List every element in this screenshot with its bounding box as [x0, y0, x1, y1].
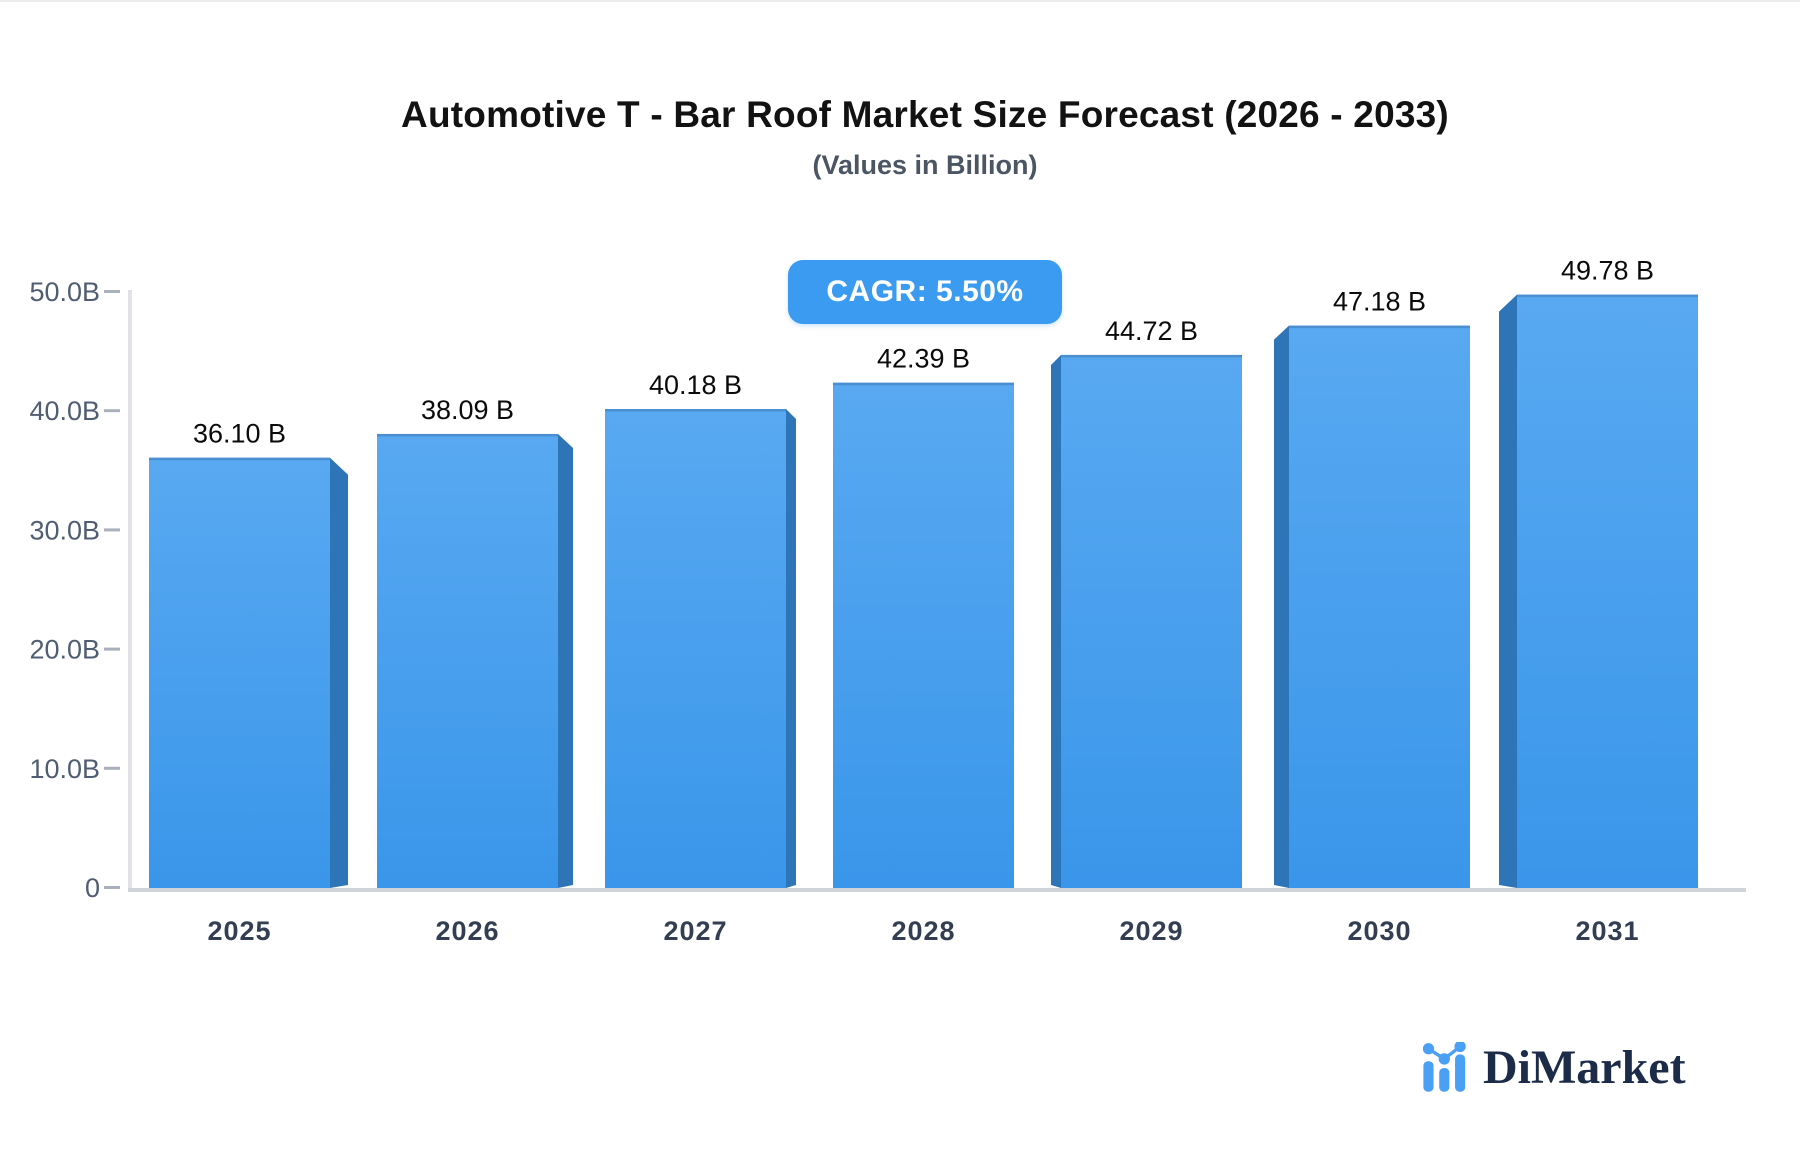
bar-2031[interactable]: [1499, 294, 1698, 888]
bar-value-label: 38.09 B: [421, 395, 514, 425]
bar-value-label: 40.18 B: [649, 370, 742, 400]
bar-top-edge: [149, 457, 330, 461]
y-tick-label: 30.0B: [29, 515, 100, 545]
chart-title: Automotive T - Bar Roof Market Size Fore…: [401, 94, 1449, 135]
bar-front-face: [833, 382, 1014, 888]
y-axis-line: [128, 290, 132, 890]
bar-value-label: 49.78 B: [1561, 256, 1654, 286]
chart-subtitle: (Values in Billion): [812, 150, 1038, 180]
bar-value-label: 44.72 B: [1105, 316, 1198, 346]
bar-top-edge: [1061, 354, 1242, 358]
bar-2030[interactable]: [1274, 325, 1470, 889]
y-tick-mark: [104, 647, 120, 651]
y-tick-label: 0: [85, 873, 100, 903]
dimarket-logo-icon: [1423, 1042, 1466, 1092]
bar-top-edge: [833, 382, 1014, 386]
x-axis-label-2029: 2029: [1119, 916, 1183, 946]
bar-top-edge: [1517, 294, 1698, 298]
x-axis-label-2025: 2025: [207, 916, 271, 946]
y-tick-label: 10.0B: [29, 754, 100, 784]
labels-layer: 36.10 B 2025 38.09 B 2026 40.18 B 2027 42.39 B…: [193, 256, 1654, 946]
bar-value-label: 36.10 B: [193, 419, 286, 449]
bar-front-face: [605, 409, 786, 888]
bar-side-face: [1499, 294, 1517, 888]
bar-2026[interactable]: [377, 433, 573, 888]
bar-front-face: [377, 433, 558, 888]
x-axis-label-2031: 2031: [1575, 916, 1639, 946]
bar-side-face: [330, 457, 348, 888]
bar-side-face: [558, 433, 573, 888]
y-tick-label: 50.0B: [29, 277, 100, 307]
bar-front-face: [1517, 294, 1698, 888]
x-axis-label-2028: 2028: [891, 916, 955, 946]
y-tick-label: 20.0B: [29, 635, 100, 665]
axis-layer: 0 10.0B 20.0B 30.0B 40.0B 50.0B: [29, 277, 1746, 903]
bar-2029[interactable]: [1051, 354, 1242, 888]
bar-side-face: [1274, 325, 1289, 889]
y-tick-mark: [104, 886, 120, 889]
x-axis-label-2026: 2026: [435, 916, 499, 946]
cagr-badge-label: CAGR: 5.50%: [826, 275, 1024, 308]
y-tick-mark: [104, 409, 120, 413]
y-tick-label: 40.0B: [29, 396, 100, 426]
x-axis-label-2027: 2027: [663, 916, 727, 946]
y-tick-mark: [104, 528, 120, 532]
bar-side-face: [1051, 354, 1061, 888]
x-axis-label-2030: 2030: [1347, 916, 1411, 946]
bar-side-face: [786, 409, 796, 888]
cagr-badge: CAGR: 5.50%: [788, 260, 1062, 324]
bar-2025[interactable]: [149, 457, 348, 888]
bars-layer: [149, 294, 1698, 889]
y-tick-mark: [104, 766, 120, 770]
brand-logo: DiMarket: [1423, 1040, 1686, 1096]
bar-front-face: [1289, 325, 1470, 889]
bar-front-face: [149, 457, 330, 888]
x-axis-baseline: [128, 888, 1746, 892]
bar-value-label: 42.39 B: [877, 344, 970, 374]
bar-top-edge: [377, 433, 558, 437]
bar-front-face: [1061, 354, 1242, 888]
bar-top-edge: [605, 409, 786, 412]
bar-value-label: 47.18 B: [1333, 287, 1426, 317]
bar-2027[interactable]: [605, 409, 796, 888]
y-tick-mark: [104, 290, 120, 293]
bar-top-edge: [1289, 325, 1470, 329]
bar-2028[interactable]: [833, 382, 1014, 888]
brand-name: DiMarket: [1483, 1041, 1686, 1094]
